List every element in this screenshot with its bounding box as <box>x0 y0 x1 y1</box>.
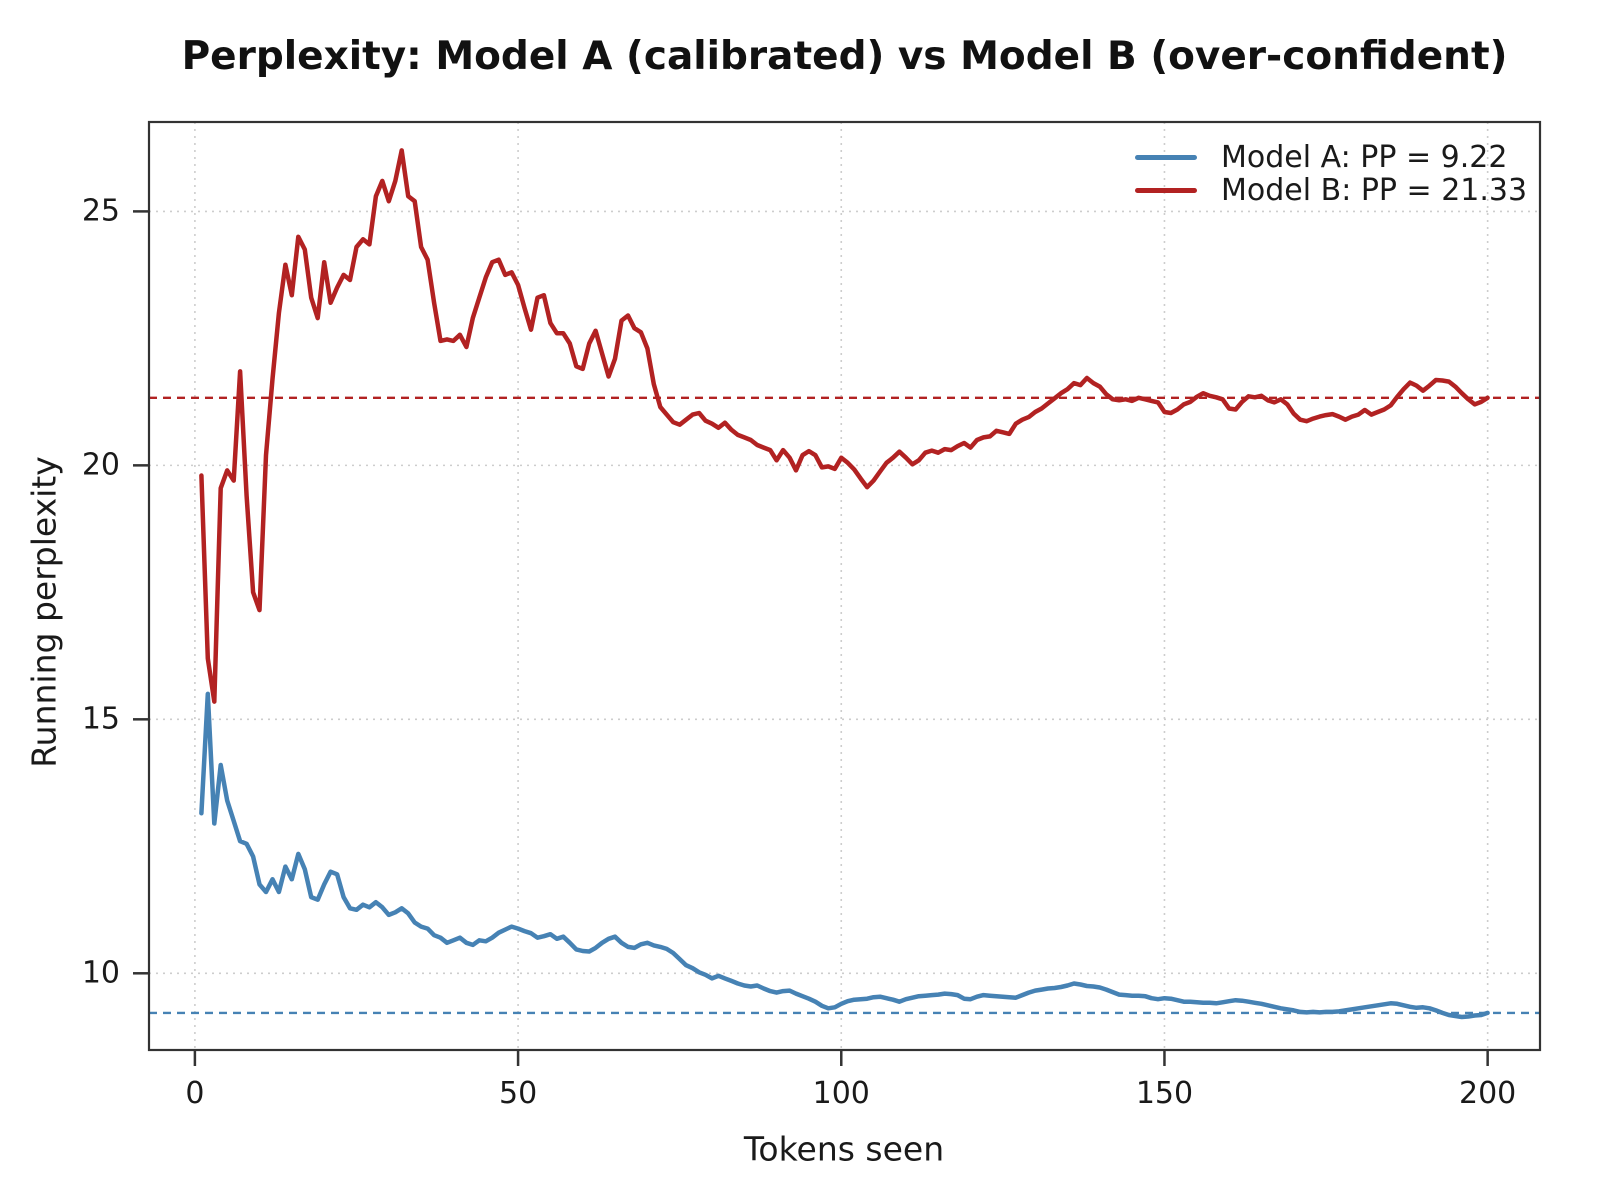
model-a-line <box>199 691 1490 1020</box>
x-tick-label-100: 100 <box>812 1076 870 1111</box>
y-tick-label-15: 15 <box>81 701 120 737</box>
x-axis-label: Tokens seen <box>743 1129 945 1169</box>
x-tick-label-0: 0 <box>185 1076 205 1111</box>
legend-label-model-a: Model A: PP = 9.22 <box>1221 140 1508 175</box>
y-tick-label-25: 25 <box>81 193 120 229</box>
y-tick-label-20: 20 <box>81 447 120 483</box>
model-b-line <box>199 148 1490 704</box>
legend-row-model-b: Model B: PP = 21.33 <box>1135 174 1527 207</box>
x-tick-label-200: 200 <box>1459 1076 1517 1111</box>
y-axis-label: Running perplexity <box>24 456 64 768</box>
gridlines <box>149 122 1540 1050</box>
legend-label-model-b: Model B: PP = 21.33 <box>1221 173 1528 208</box>
axis-ticks <box>133 210 1489 1066</box>
y-tick-label-10: 10 <box>81 955 120 991</box>
series-lines <box>199 148 1490 1020</box>
x-tick-label-50: 50 <box>498 1076 538 1111</box>
x-tick-label-150: 150 <box>1135 1076 1194 1111</box>
legend: Model A: PP = 9.22 Model B: PP = 21.33 <box>1135 141 1527 207</box>
reference-lines <box>149 396 1540 1015</box>
model-b-line-swatch <box>1135 188 1197 193</box>
plot-frame <box>147 120 1542 1052</box>
chart-title: Perplexity: Model A (calibrated) vs Mode… <box>181 34 1508 79</box>
legend-row-model-a: Model A: PP = 9.22 <box>1135 141 1527 174</box>
model-a-line-swatch <box>1135 155 1197 160</box>
